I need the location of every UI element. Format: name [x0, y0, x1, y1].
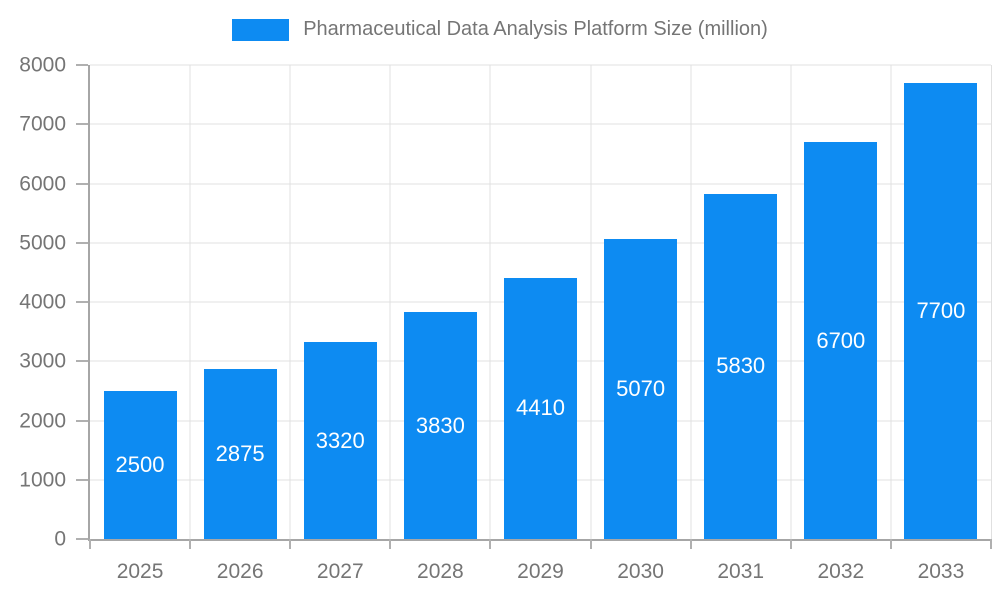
legend-swatch [232, 18, 290, 41]
bar-value-label: 2875 [215, 440, 265, 466]
y-axis-tick [76, 301, 88, 303]
y-tick-label: 5000 [19, 231, 66, 255]
y-tick-label: 4000 [19, 290, 66, 314]
x-tick-label: 2029 [517, 560, 564, 583]
x-axis-tick [489, 539, 492, 549]
bar: 7700 [904, 82, 978, 539]
y-axis-tick [76, 478, 88, 481]
x-tick-label: 2031 [717, 560, 765, 583]
bar-value-label: 7700 [916, 297, 966, 323]
x-axis-tick [689, 539, 692, 549]
y-axis-tick [76, 241, 88, 244]
y-axis-tick [76, 419, 88, 422]
y-axis-tick [76, 123, 88, 126]
y-tick-label: 0 [54, 527, 66, 551]
gridline-vertical [489, 65, 491, 539]
bar: 4410 [503, 277, 578, 539]
x-axis-tick [789, 539, 792, 549]
y-axis-tick [76, 182, 88, 185]
y-axis-tick [76, 64, 88, 66]
x-axis-tick [189, 539, 192, 549]
gridline-vertical [690, 65, 692, 539]
y-tick-label: 1000 [19, 468, 66, 492]
x-tick-label: 2026 [216, 560, 264, 583]
bar: 2500 [103, 390, 177, 539]
bar-value-label: 6700 [816, 327, 866, 353]
y-tick-label: 7000 [19, 112, 66, 136]
bar-value-label: 5070 [616, 375, 666, 401]
y-tick-label: 8000 [19, 53, 66, 77]
bar-value-label: 3830 [415, 412, 465, 438]
bar: 3320 [303, 342, 377, 539]
x-tick-label: 2033 [917, 560, 965, 583]
y-tick-label: 2000 [19, 409, 66, 432]
gridline-vertical [189, 65, 191, 539]
gridline-vertical [590, 65, 592, 539]
x-axis-tick [589, 539, 592, 549]
gridline-vertical [389, 65, 391, 539]
bar: 5070 [604, 238, 678, 539]
x-tick-label: 2025 [116, 560, 164, 583]
gridline-vertical [289, 65, 291, 539]
x-tick-label: 2030 [617, 560, 664, 583]
bar-value-label: 4410 [516, 395, 565, 421]
x-tick-label: 2028 [417, 560, 464, 583]
x-axis-tick [289, 539, 292, 549]
gridline-horizontal [90, 183, 991, 184]
gridline-horizontal [90, 64, 991, 66]
x-axis-tick [89, 539, 91, 549]
bar: 3830 [403, 312, 477, 539]
plot-area: 0 1000 2000 3000 4000 5000 6000 7000 8000 2500 202… [19, 55, 992, 582]
gridline-horizontal [90, 242, 991, 244]
y-axis-tick [76, 538, 88, 540]
y-tick-label: 6000 [19, 172, 66, 195]
chart-title: Pharmaceutical Data Analysis Platform Si… [303, 18, 768, 40]
bar: 5830 [704, 193, 778, 539]
bar: 6700 [804, 142, 878, 539]
bar-value-label: 2500 [115, 451, 165, 477]
gridline-vertical [890, 65, 892, 539]
bar-value-label: 5830 [716, 353, 766, 379]
x-axis-tick [389, 539, 392, 549]
bar: 2875 [203, 368, 277, 539]
x-tick-label: 2027 [316, 560, 364, 583]
y-tick-label: 3000 [19, 349, 66, 373]
x-axis-tick [990, 539, 992, 549]
y-axis-tick [76, 360, 88, 363]
gridline-horizontal [90, 123, 991, 125]
bar-value-label: 3320 [315, 427, 365, 453]
x-axis-tick [889, 539, 892, 549]
legend: Pharmaceutical Data Analysis Platform Si… [0, 18, 1000, 41]
gridline-vertical [790, 65, 792, 539]
x-tick-label: 2032 [817, 560, 865, 583]
